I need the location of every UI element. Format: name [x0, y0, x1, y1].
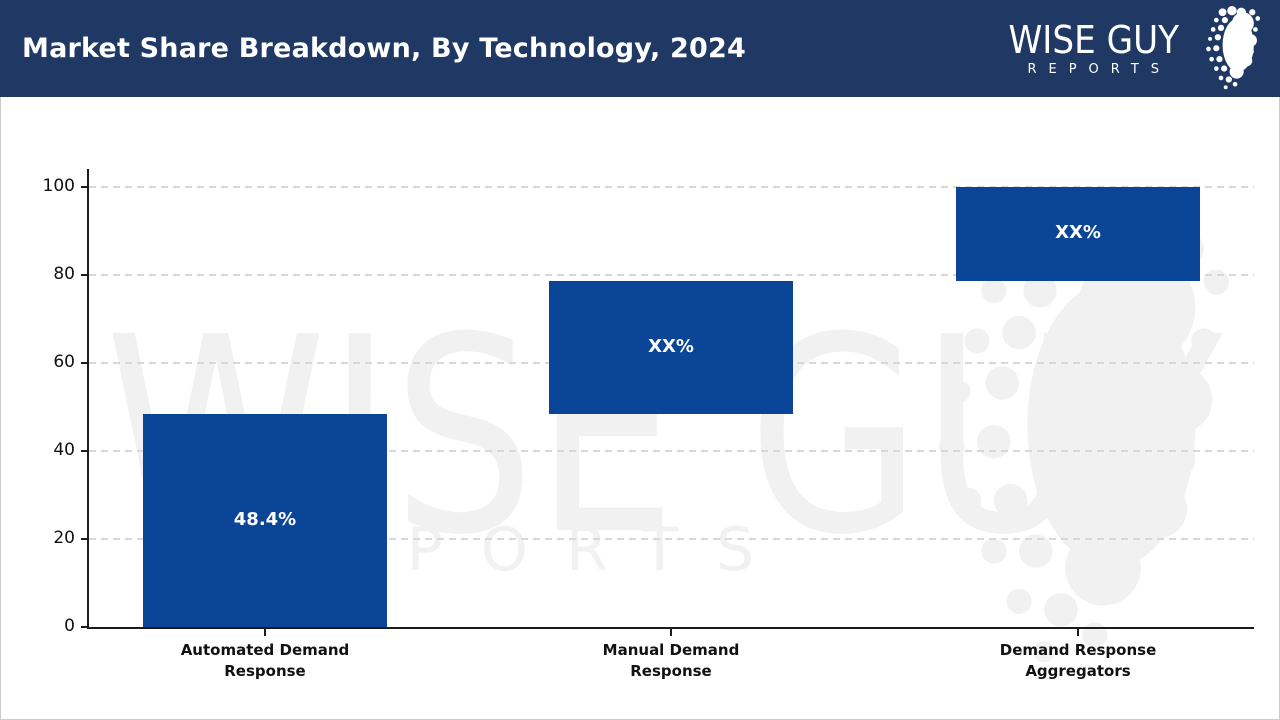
logo-subname: REPORTS	[1027, 61, 1172, 77]
x-category-label: Automated Demand Response	[180, 641, 350, 680]
y-tick-mark	[81, 362, 88, 364]
y-tick-label: 60	[53, 352, 75, 372]
y-axis-line	[87, 169, 89, 629]
wise-guy-reports-logo: WISE GUY REPORTS	[999, 5, 1264, 92]
y-tick-mark	[81, 626, 88, 628]
bar-segment	[143, 414, 387, 627]
logo-name: WISE GUY	[1008, 17, 1179, 62]
y-tick-label: 20	[53, 528, 75, 548]
x-tick-mark	[1077, 629, 1079, 636]
chart-area: WISE GUY REPORTS 0 20 40 60 80 100 48.4% Automa…	[0, 97, 1280, 720]
x-category-label: Demand Response Aggregators	[999, 641, 1157, 680]
watermark-logo-subname: REPORTS	[251, 515, 793, 585]
y-gridline	[89, 362, 1254, 364]
y-gridline	[89, 274, 1254, 276]
watermark-face-profile-icon	[939, 215, 1229, 663]
y-tick-mark	[81, 450, 88, 452]
y-tick-mark	[81, 186, 88, 188]
y-tick-label: 0	[64, 616, 75, 636]
bar-value-label: XX%	[1055, 222, 1101, 244]
bar-value-label: 48.4%	[233, 508, 297, 530]
y-tick-mark	[81, 274, 88, 276]
y-tick-mark	[81, 538, 88, 540]
y-tick-label: 80	[53, 264, 75, 284]
bar-segment	[549, 281, 793, 415]
x-axis-line	[87, 627, 1254, 629]
watermark-logo-name: WISE GUY	[105, 279, 1223, 594]
page-title: Market Share Breakdown, By Technology, 2…	[22, 33, 747, 64]
y-gridline	[89, 538, 1254, 540]
face-profile-icon	[1206, 5, 1261, 89]
bar-value-label: XX%	[648, 335, 694, 357]
y-tick-label: 100	[42, 176, 75, 196]
x-tick-mark	[670, 629, 672, 636]
y-tick-label: 40	[53, 440, 75, 460]
x-tick-mark	[264, 629, 266, 636]
header: Market Share Breakdown, By Technology, 2…	[0, 0, 1280, 97]
y-gridline	[89, 450, 1254, 452]
y-gridline	[89, 186, 1254, 188]
logo-text: WISE GUY REPORTS	[999, 21, 1188, 77]
x-category-label: Manual Demand Response	[602, 641, 740, 680]
bar-segment	[956, 187, 1200, 282]
